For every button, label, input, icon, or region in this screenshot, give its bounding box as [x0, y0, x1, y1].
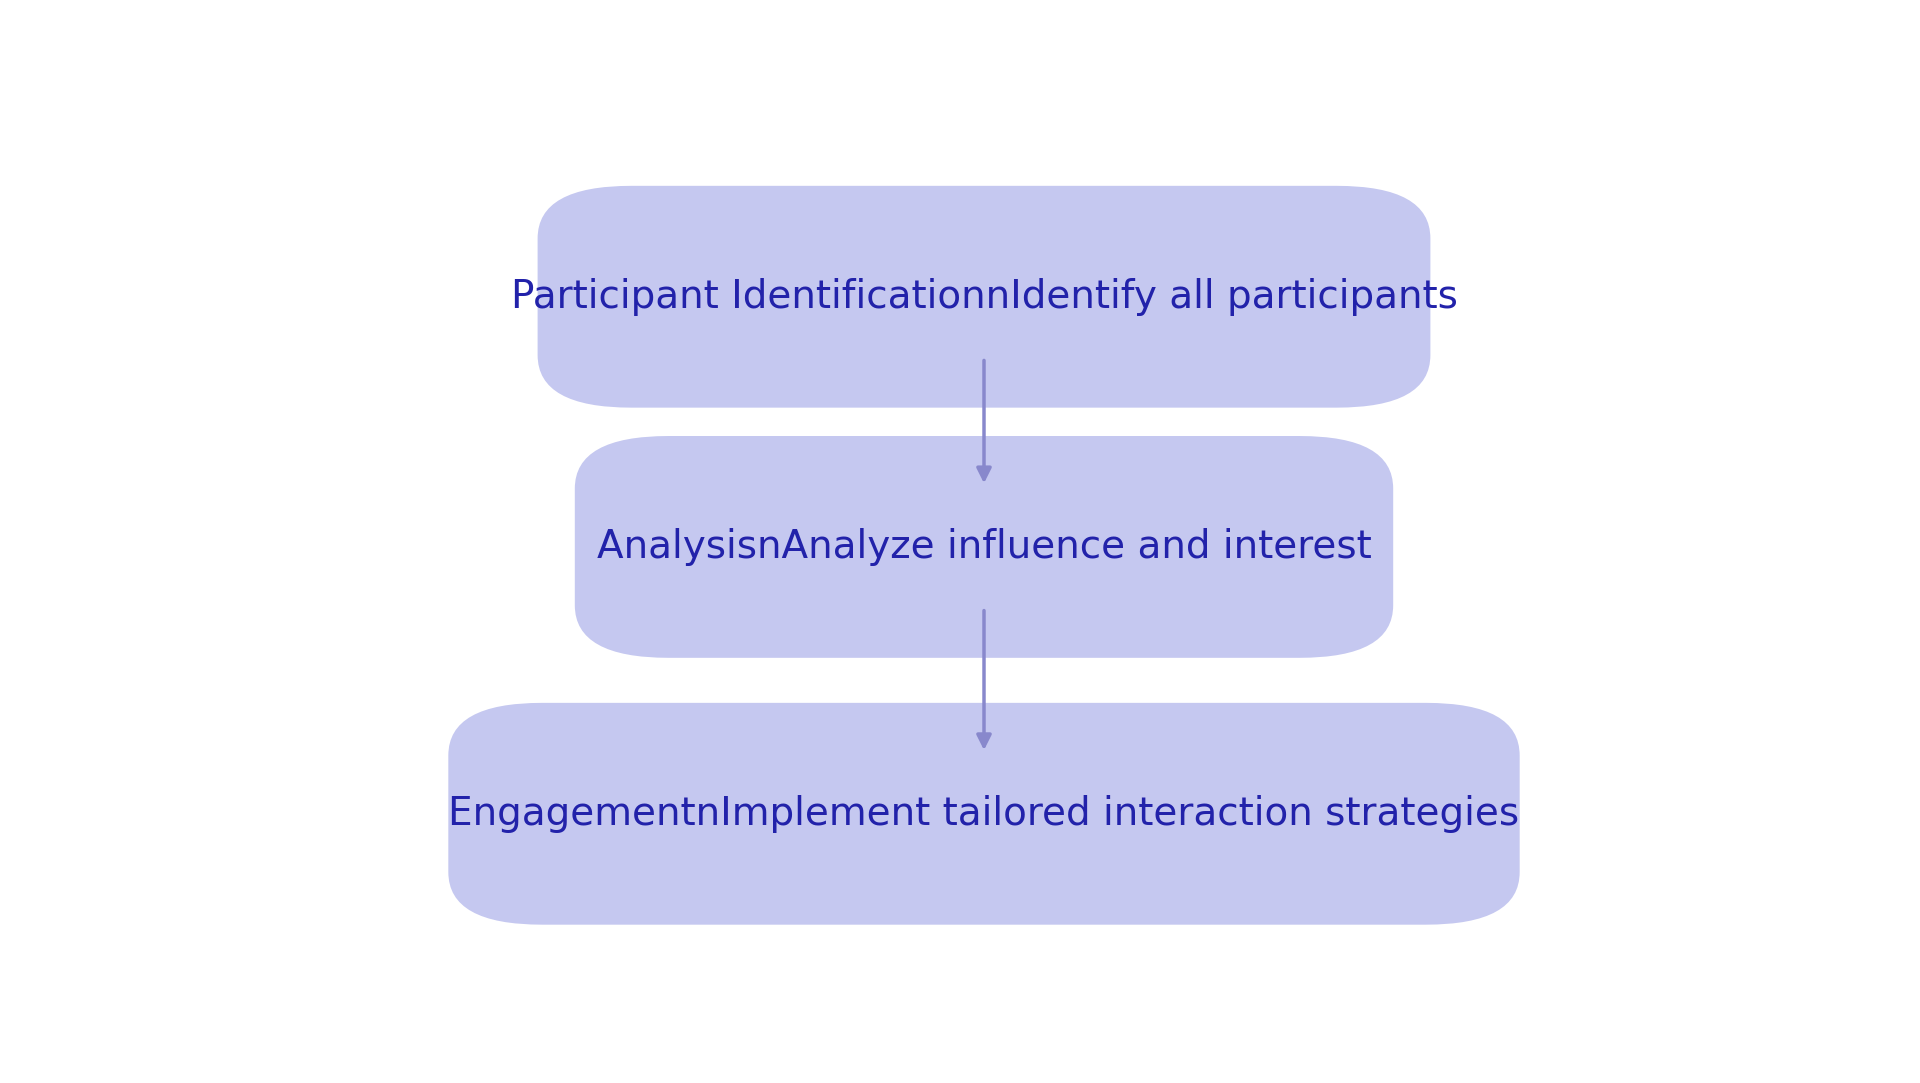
Text: AnalysisnAnalyze influence and interest: AnalysisnAnalyze influence and interest	[597, 527, 1371, 566]
FancyBboxPatch shape	[574, 436, 1394, 657]
FancyBboxPatch shape	[449, 703, 1521, 925]
Text: Participant IdentificationnIdentify all participants: Participant IdentificationnIdentify all …	[511, 277, 1457, 316]
FancyBboxPatch shape	[538, 186, 1430, 407]
Text: EngagementnImplement tailored interaction strategies: EngagementnImplement tailored interactio…	[449, 795, 1519, 833]
